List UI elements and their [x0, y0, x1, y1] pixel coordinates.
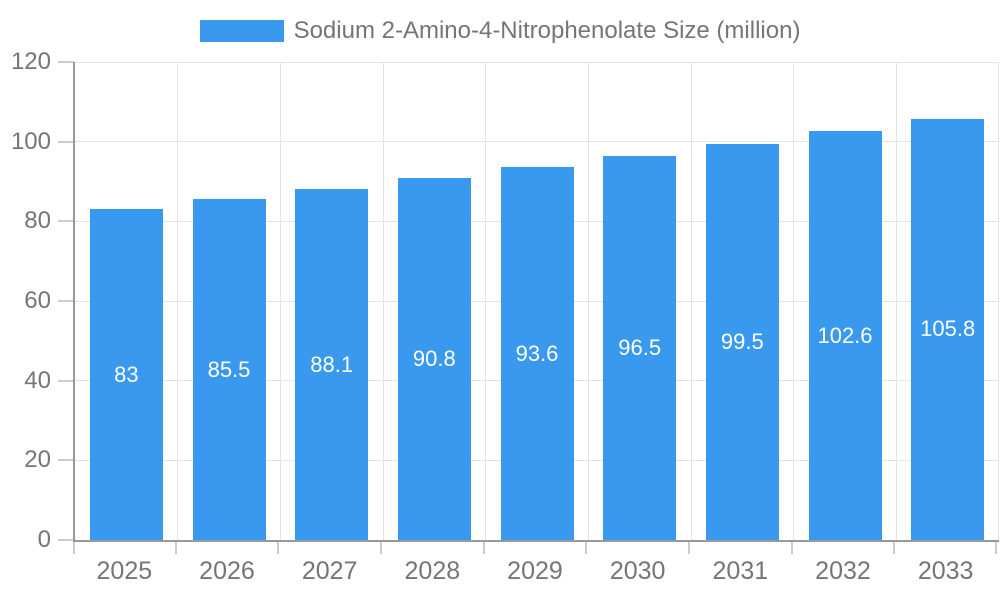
gridline-vertical	[895, 62, 897, 540]
bar-value-label: 90.8	[412, 346, 456, 372]
x-axis-tick-label: 2025	[96, 557, 153, 585]
x-axis-tick-label: 2030	[609, 557, 666, 585]
gridline-horizontal	[75, 141, 999, 143]
plot-area: 83 85.5 88.1 90.8 93.6 96.5 99.5 102.6 105.8	[73, 62, 999, 542]
bar[interactable]: 93.6	[500, 167, 574, 540]
gridline-vertical	[279, 62, 281, 540]
x-axis-tick-label: 2033	[917, 557, 974, 585]
y-axis-tick	[58, 61, 74, 63]
bar-value-label: 105.8	[920, 316, 976, 342]
y-axis-tick-label: 80	[24, 207, 51, 235]
bar[interactable]: 90.8	[397, 178, 471, 540]
bar[interactable]: 85.5	[192, 199, 266, 540]
bar-value-label: 99.5	[720, 328, 764, 354]
y-axis-tick	[58, 220, 74, 223]
x-axis: 2025 2026 2027 2028 2029 2030 2031 2032 2033	[73, 542, 997, 600]
y-axis-tick	[58, 300, 74, 302]
gridline-vertical	[690, 62, 692, 540]
bar[interactable]: 96.5	[603, 155, 677, 540]
bar[interactable]: 105.8	[911, 118, 985, 540]
bar-value-label: 102.6	[817, 322, 873, 348]
y-axis-tick	[58, 140, 74, 143]
x-axis-tick	[380, 542, 382, 554]
bar-value-label: 85.5	[207, 356, 251, 382]
bar-value-label: 83	[114, 361, 139, 387]
y-axis-tick	[58, 539, 74, 541]
x-axis-tick-label: 2028	[404, 557, 461, 585]
y-axis-tick-label: 0	[37, 526, 51, 553]
x-axis-tick-label: 2029	[507, 557, 563, 585]
bar-value-label: 96.5	[618, 334, 662, 360]
x-axis-tick-label: 2031	[712, 557, 769, 585]
chart-legend[interactable]: Sodium 2-Amino-4-Nitrophenolate Size (mi…	[0, 17, 1000, 45]
y-axis-tick-label: 120	[10, 48, 51, 75]
bar[interactable]: 88.1	[295, 189, 369, 540]
y-axis-tick	[58, 459, 74, 462]
legend-swatch-icon	[199, 20, 284, 42]
x-axis-tick	[790, 542, 793, 554]
gridline-vertical	[587, 62, 589, 540]
gridline-horizontal	[75, 62, 999, 63]
x-axis-tick	[995, 542, 997, 554]
bar-value-label: 93.6	[515, 340, 559, 366]
x-axis-tick-label: 2026	[199, 557, 255, 585]
y-axis-tick	[58, 379, 74, 382]
x-axis-tick	[73, 542, 75, 554]
x-axis-tick	[585, 542, 588, 554]
bar[interactable]: 99.5	[705, 143, 779, 540]
x-axis-tick	[688, 542, 690, 554]
x-axis-tick-label: 2027	[301, 557, 358, 585]
y-axis-tick-label: 40	[24, 366, 51, 394]
gridline-vertical	[177, 62, 179, 540]
y-axis-tick-label: 100	[10, 127, 51, 155]
gridline-vertical	[998, 62, 999, 540]
x-axis-tick	[482, 542, 485, 554]
y-axis: 0 20 40 60 80 100 120	[0, 48, 74, 553]
x-axis-tick	[174, 542, 177, 554]
legend-label: Sodium 2-Amino-4-Nitrophenolate Size (mi…	[293, 17, 801, 44]
gridline-vertical	[485, 62, 487, 540]
x-axis-tick-label: 2032	[815, 557, 871, 585]
gridline-vertical	[793, 62, 795, 540]
bar-value-label: 88.1	[310, 351, 354, 377]
x-axis-tick	[277, 542, 280, 554]
y-axis-tick-label: 60	[24, 287, 51, 314]
y-axis-tick-label: 20	[24, 446, 51, 474]
gridline-vertical	[382, 62, 384, 540]
x-axis-tick	[893, 542, 896, 554]
bar[interactable]: 83	[89, 209, 163, 540]
bar[interactable]: 102.6	[808, 131, 882, 540]
